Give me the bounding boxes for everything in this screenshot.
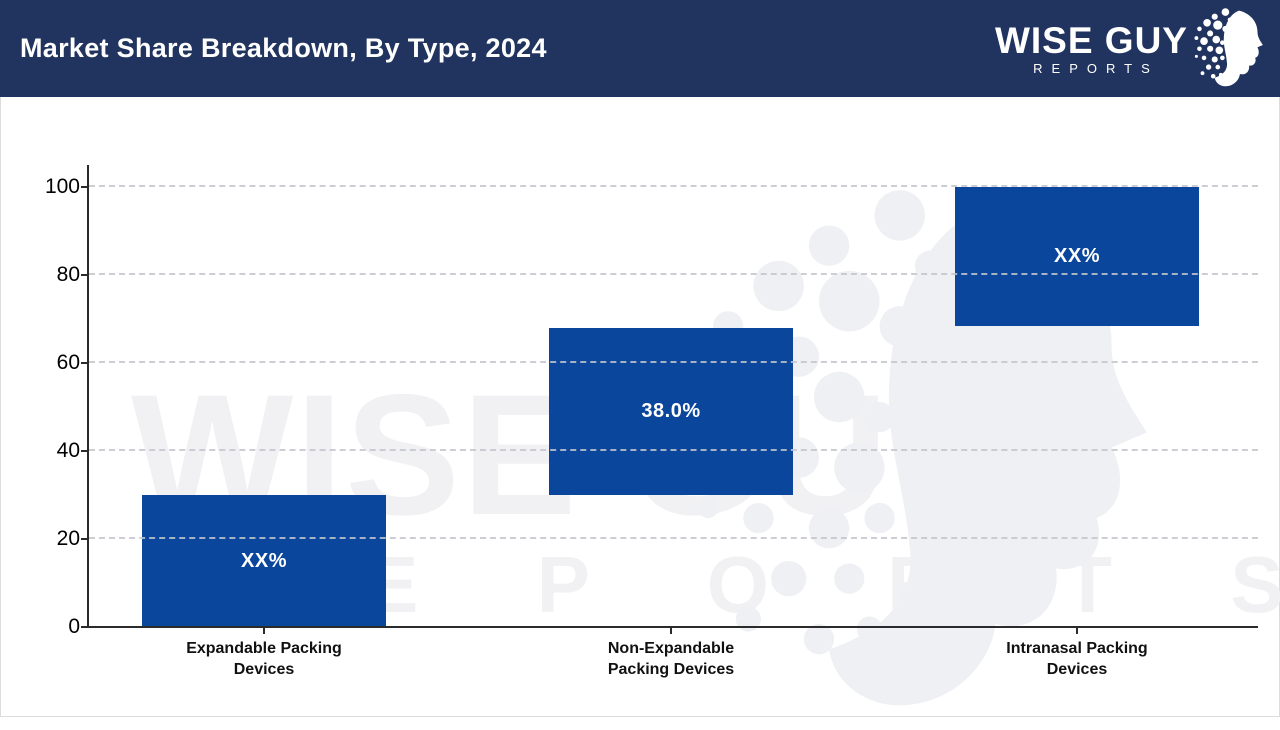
x-tick-mark xyxy=(670,628,672,634)
gridline-20 xyxy=(89,537,1258,539)
y-tick-label: 0 xyxy=(68,615,80,638)
y-tick-label: 60 xyxy=(56,351,80,374)
page-title: Market Share Breakdown, By Type, 2024 xyxy=(20,33,547,63)
category-label-intranasal: Intranasal Packing Devices xyxy=(957,638,1197,680)
x-tick-mark xyxy=(263,628,265,634)
brand-logo-text: WISE GUY REPORTS xyxy=(995,22,1188,75)
category-label-line: Non-Expandable xyxy=(607,640,735,657)
y-tick-mark xyxy=(81,626,88,628)
gridline-80 xyxy=(89,273,1258,275)
y-tick-mark xyxy=(81,274,88,276)
y-tick-label: 80 xyxy=(56,263,80,286)
y-tick-mark xyxy=(81,450,88,452)
dot-face-profile-icon xyxy=(1194,8,1263,87)
brand-name: WISE GUY xyxy=(994,19,1188,61)
y-axis-line xyxy=(87,165,89,628)
category-label-line: Devices xyxy=(1046,661,1108,678)
x-tick-mark xyxy=(1076,628,1078,634)
bar-value-label: 38.0% xyxy=(641,400,701,422)
gridline-100 xyxy=(89,185,1258,187)
bar-value-label: XX% xyxy=(241,549,287,572)
category-label-expandable: Expandable Packing Devices xyxy=(144,638,384,680)
bar-non-expandable-packing-devices: 38.0% xyxy=(549,328,793,495)
y-tick-mark xyxy=(81,362,88,364)
y-tick-label: 40 xyxy=(56,439,80,462)
bar-value-label: XX% xyxy=(1054,245,1100,267)
category-label-non-expandable: Non-Expandable Packing Devices xyxy=(551,638,791,680)
gridline-60 xyxy=(89,361,1258,363)
category-label-line: Expandable Packing xyxy=(186,640,342,657)
gridline-40 xyxy=(89,449,1258,451)
y-tick-label: 100 xyxy=(44,175,80,198)
y-tick-label: 20 xyxy=(56,527,80,550)
bar-intranasal-packing-devices: XX% xyxy=(955,187,1199,326)
category-label-line: Intranasal Packing xyxy=(1006,640,1148,657)
category-label-line: Packing Devices xyxy=(607,661,735,678)
category-label-line: Devices xyxy=(233,661,295,678)
header-bar: Market Share Breakdown, By Type, 2024 WI… xyxy=(0,0,1280,97)
y-tick-mark xyxy=(81,186,88,188)
x-axis-line xyxy=(88,626,1258,628)
y-tick-mark xyxy=(81,538,88,540)
brand-subtitle: REPORTS xyxy=(1033,60,1159,76)
bar-expandable-packing-devices: XX% xyxy=(142,495,386,627)
brand-logo: WISE GUY REPORTS xyxy=(995,6,1270,90)
